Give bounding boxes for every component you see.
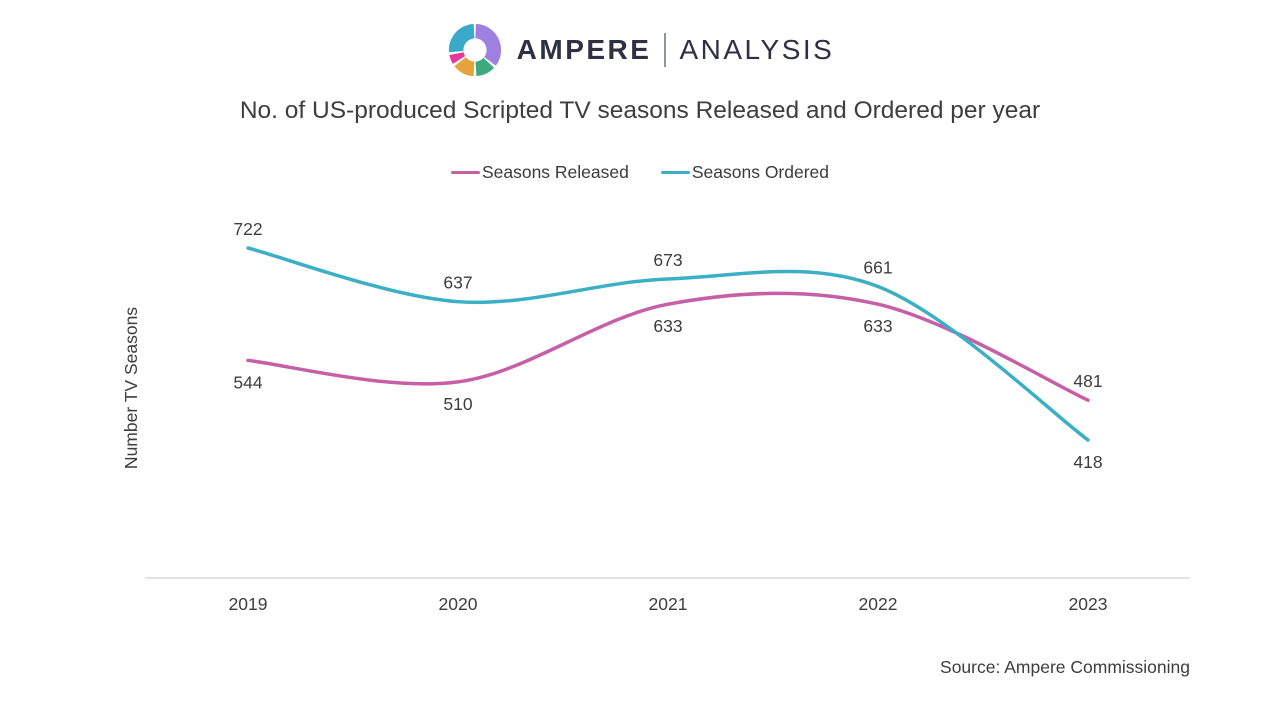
source-note: Source: Ampere Commissioning	[940, 657, 1190, 677]
data-label-seasons-ordered-2023: 418	[1073, 452, 1102, 472]
x-tick-label-2019: 2019	[229, 594, 268, 614]
legend-label-ordered: Seasons Ordered	[691, 162, 830, 182]
data-label-seasons-released-2021: 633	[653, 316, 682, 336]
data-label-seasons-ordered-2020: 637	[443, 273, 472, 293]
x-tick-label-2020: 2020	[439, 594, 478, 614]
legend-swatch-ordered	[660, 170, 690, 175]
data-label-seasons-released-2020: 510	[443, 394, 472, 414]
data-label-seasons-ordered-2019: 722	[233, 219, 262, 239]
brand-divider	[664, 33, 667, 67]
data-label-seasons-released-2019: 544	[233, 372, 262, 392]
data-label-seasons-ordered-2022: 661	[863, 258, 892, 278]
data-label-seasons-released-2023: 481	[1073, 371, 1102, 391]
legend-item-seasons-released: Seasons Released	[450, 162, 629, 183]
y-axis-title: Number TV Seasons	[121, 307, 141, 469]
logo-segment-green	[475, 57, 494, 77]
data-label-seasons-ordered-2021: 673	[653, 250, 682, 270]
logo-segment-purple	[475, 23, 501, 66]
brand-name-primary: AMPERE	[516, 34, 652, 65]
legend-label-released: Seasons Released	[481, 162, 629, 182]
chart-legend: Seasons Released Seasons Ordered	[0, 162, 1280, 183]
data-label-seasons-released-2022: 633	[863, 316, 892, 336]
x-tick-label-2021: 2021	[649, 594, 688, 614]
legend-swatch-released	[450, 170, 480, 175]
series-line-seasons-ordered	[246, 246, 1090, 442]
logo-segment-magenta	[449, 52, 465, 64]
ampere-logo-icon	[448, 23, 501, 77]
x-tick-label-2022: 2022	[859, 594, 898, 614]
logo-segment-yellow	[454, 57, 475, 77]
legend-item-seasons-ordered: Seasons Ordered	[660, 162, 830, 183]
logo-segment-teal	[448, 23, 475, 53]
x-tick-label-2023: 2023	[1069, 594, 1108, 614]
series-line-seasons-released	[246, 291, 1090, 402]
chart-title: No. of US-produced Scripted TV seasons R…	[239, 97, 1041, 124]
brand-header: AMPERE ANALYSIS	[0, 21, 1280, 79]
brand-name-secondary: ANALYSIS	[679, 34, 835, 65]
